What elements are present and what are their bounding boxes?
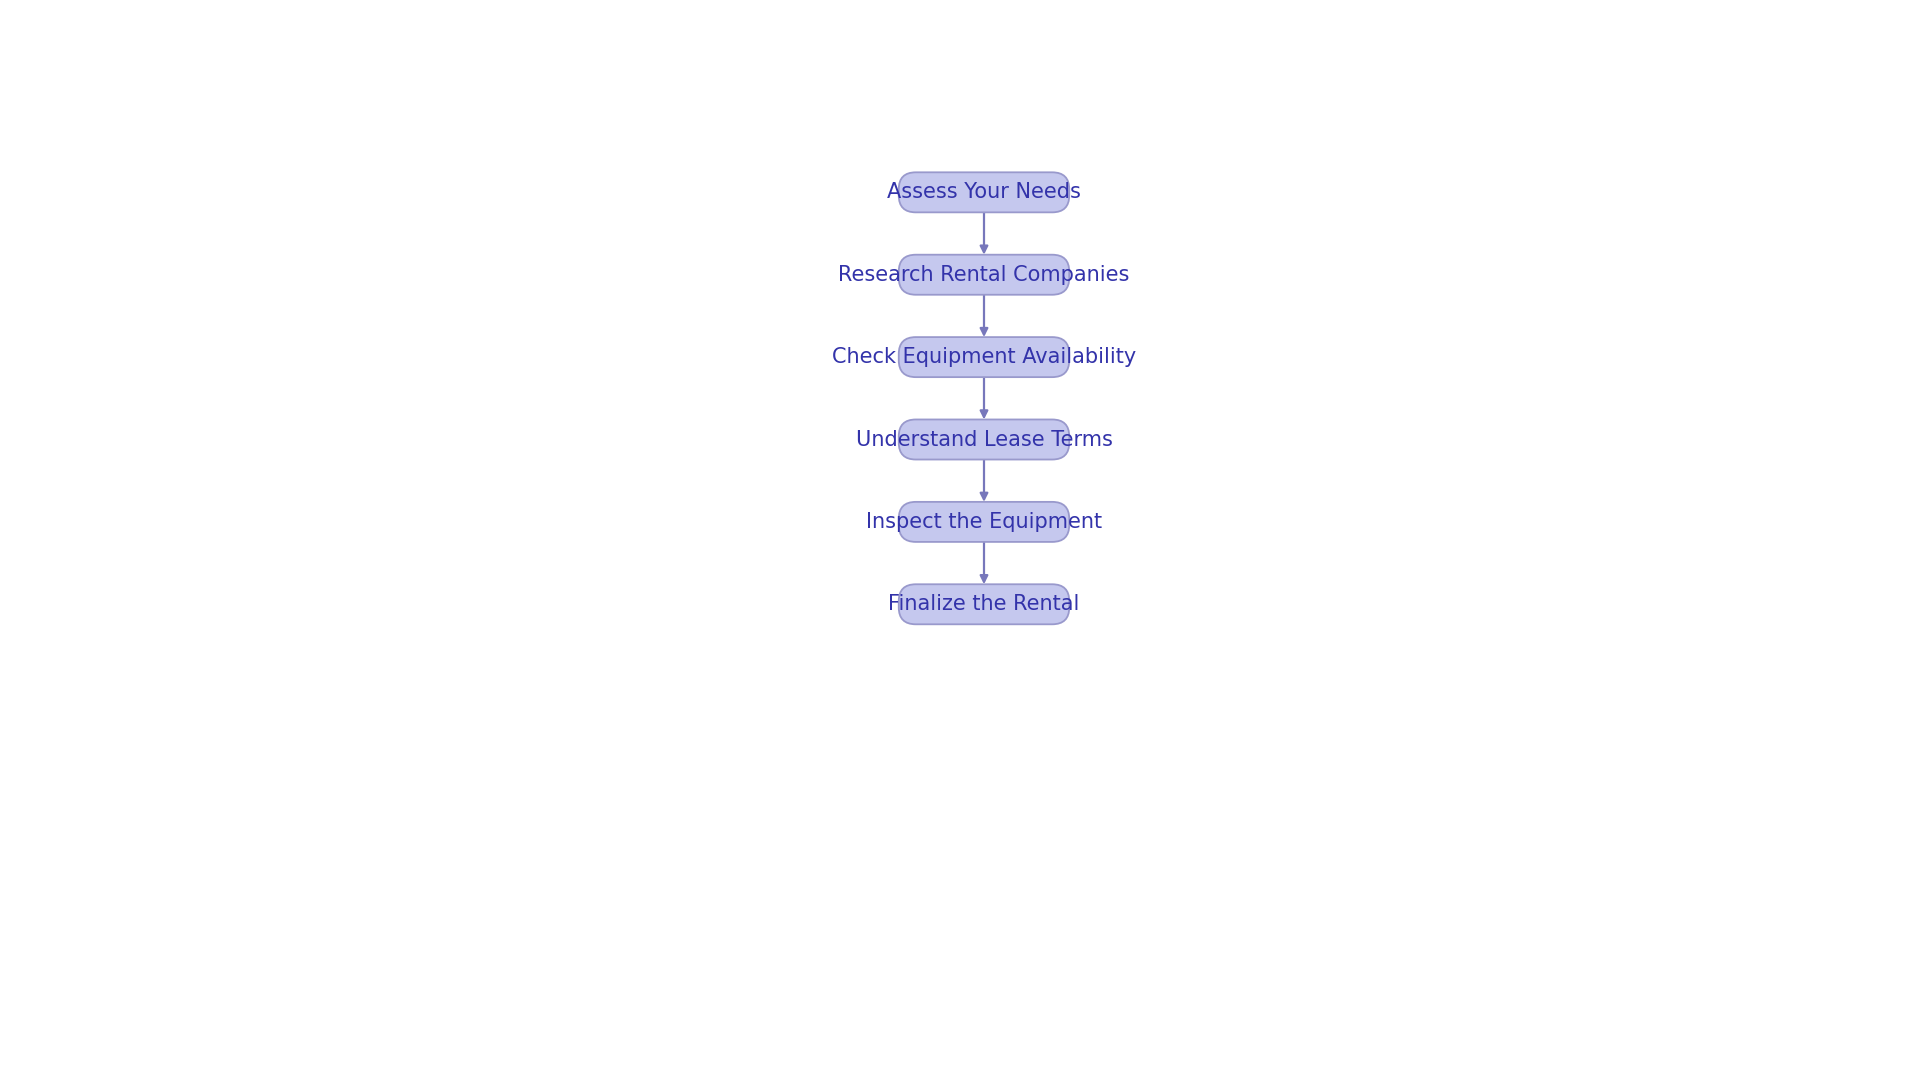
Text: Finalize the Rental: Finalize the Rental	[889, 595, 1079, 614]
FancyBboxPatch shape	[899, 501, 1069, 542]
Text: Understand Lease Terms: Understand Lease Terms	[856, 430, 1112, 449]
FancyBboxPatch shape	[899, 255, 1069, 295]
FancyBboxPatch shape	[899, 172, 1069, 212]
Text: Research Rental Companies: Research Rental Companies	[839, 264, 1129, 285]
FancyBboxPatch shape	[899, 584, 1069, 624]
Text: Inspect the Equipment: Inspect the Equipment	[866, 512, 1102, 532]
FancyBboxPatch shape	[899, 419, 1069, 459]
FancyBboxPatch shape	[899, 337, 1069, 377]
Text: Check Equipment Availability: Check Equipment Availability	[831, 348, 1137, 367]
Text: Assess Your Needs: Assess Your Needs	[887, 182, 1081, 203]
